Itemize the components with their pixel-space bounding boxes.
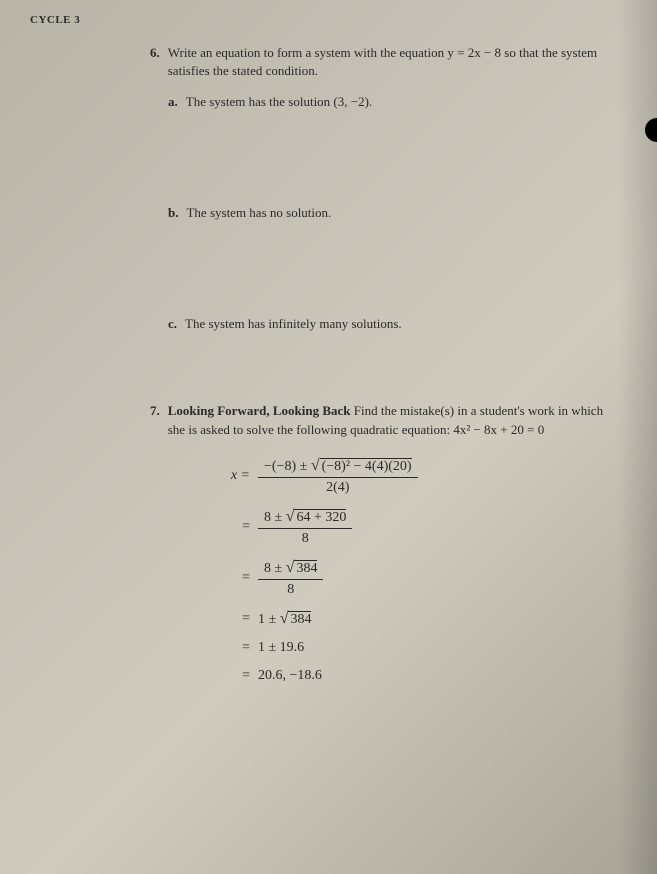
problem-6b-label: b. xyxy=(168,205,178,221)
problem-7-header: 7. Looking Forward, Looking Back Find th… xyxy=(150,402,627,438)
problem-7-line2: she is asked to solve the following quad… xyxy=(168,422,544,437)
math-line-2-fraction: 8 ± √64 + 320 8 xyxy=(258,508,352,547)
math-line-5-text: 1 ± 19.6 xyxy=(258,640,304,656)
math-line-2-den: 8 xyxy=(302,529,309,547)
math-line-1: x = −(−8) ± √(−8)² − 4(4)(20) 2(4) xyxy=(210,457,627,496)
math-line-1-prefix: x = xyxy=(210,468,250,484)
math-line-3-den: 8 xyxy=(287,580,294,598)
math-line-4-text: 1 ± √384 xyxy=(258,610,311,628)
cycle-header: CYCLE 3 xyxy=(30,14,627,26)
content-area: 6. Write an equation to form a system wi… xyxy=(150,44,627,684)
problem-7-number: 7. xyxy=(150,402,160,438)
problem-6-number: 6. xyxy=(150,44,160,80)
problem-7: 7. Looking Forward, Looking Back Find th… xyxy=(150,402,627,683)
problem-6-line1: Write an equation to form a system with … xyxy=(168,45,597,60)
math-line-4: = 1 ± √384 xyxy=(210,610,627,628)
problem-7-text: Looking Forward, Looking Back Find the m… xyxy=(168,402,603,438)
math-line-1-num: −(−8) ± √(−8)² − 4(4)(20) xyxy=(258,457,418,478)
problem-6-line2: satisfies the stated condition. xyxy=(168,63,318,78)
problem-7-line1: Find the mistake(s) in a student's work … xyxy=(351,403,604,418)
problem-6a: a. The system has the solution (3, −2). xyxy=(168,94,627,110)
math-line-6-text: 20.6, −18.6 xyxy=(258,668,322,684)
math-work: x = −(−8) ± √(−8)² − 4(4)(20) 2(4) = 8 ±… xyxy=(210,457,627,684)
math-line-1-fraction: −(−8) ± √(−8)² − 4(4)(20) 2(4) xyxy=(258,457,418,496)
math-line-2: = 8 ± √64 + 320 8 xyxy=(210,508,627,547)
problem-6c-label: c. xyxy=(168,316,177,332)
problem-6: 6. Write an equation to form a system wi… xyxy=(150,44,627,332)
math-line-4-prefix: = xyxy=(210,611,250,627)
math-line-5: = 1 ± 19.6 xyxy=(210,640,627,656)
problem-6b: b. The system has no solution. xyxy=(168,205,627,221)
problem-6b-text: The system has no solution. xyxy=(186,205,331,221)
problem-6c-text: The system has infinitely many solutions… xyxy=(185,316,402,332)
math-line-3-num: 8 ± √384 xyxy=(258,559,323,580)
problem-6a-text: The system has the solution (3, −2). xyxy=(186,94,372,110)
math-line-2-num: 8 ± √64 + 320 xyxy=(258,508,352,529)
problem-6-header: 6. Write an equation to form a system wi… xyxy=(150,44,627,80)
problem-7-title: Looking Forward, Looking Back xyxy=(168,403,351,418)
problem-6-text: Write an equation to form a system with … xyxy=(168,44,627,80)
math-line-6-prefix: = xyxy=(210,668,250,684)
math-line-1-den: 2(4) xyxy=(326,478,349,496)
math-line-3-prefix: = xyxy=(210,570,250,586)
math-line-5-prefix: = xyxy=(210,640,250,656)
math-line-2-prefix: = xyxy=(210,519,250,535)
problem-6c: c. The system has infinitely many soluti… xyxy=(168,316,627,332)
math-line-3: = 8 ± √384 8 xyxy=(210,559,627,598)
math-line-3-fraction: 8 ± √384 8 xyxy=(258,559,323,598)
math-line-6: = 20.6, −18.6 xyxy=(210,668,627,684)
problem-6a-label: a. xyxy=(168,94,178,110)
page-container: CYCLE 3 6. Write an equation to form a s… xyxy=(0,0,657,874)
